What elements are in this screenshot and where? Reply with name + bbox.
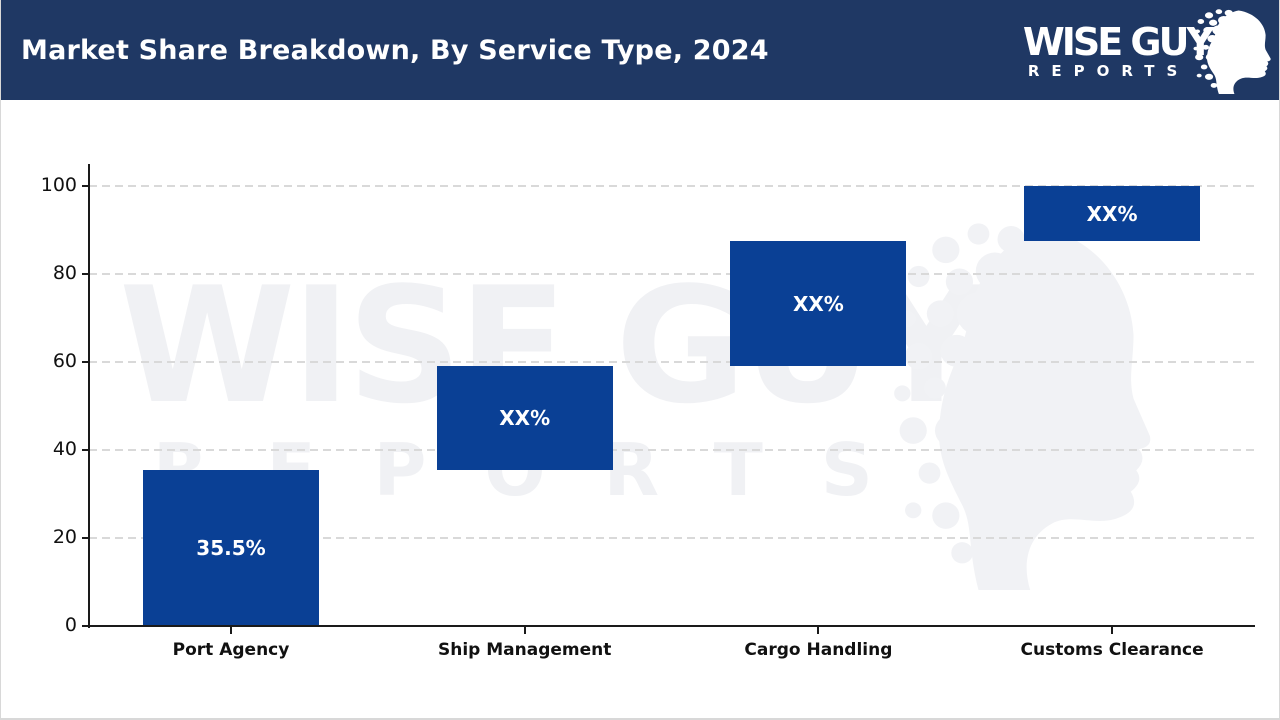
chart-area: WISE GUY REPORTS 0 20 40 60 80 100 35.5% Port A…: [1, 100, 1279, 718]
y-tick-mark: [82, 449, 89, 451]
wiseguy-logo: WISE GUY REPORTS: [1023, 6, 1273, 96]
y-tick-label: 40: [52, 438, 77, 460]
bar-value-label: XX%: [792, 291, 844, 316]
bar-ship-management: XX%: [436, 366, 613, 470]
gridline-y-60: [89, 361, 1255, 363]
y-tick-label: 20: [52, 526, 77, 548]
plot-layer: 0 20 40 60 80 100 35.5% Port Agency XX% Ship Mana…: [1, 100, 1279, 718]
header-banner: Market Share Breakdown, By Service Type,…: [1, 0, 1279, 100]
bar-value-label: XX%: [1086, 201, 1138, 226]
x-tick-mark: [1111, 627, 1114, 634]
x-tick-mark: [817, 627, 820, 634]
bar-value-label: 35.5%: [196, 535, 266, 560]
bar-value-label: XX%: [499, 406, 551, 431]
page-title: Market Share Breakdown, By Service Type,…: [21, 34, 769, 66]
y-tick-label: 60: [52, 350, 77, 372]
logo-subtext: REPORTS: [1027, 62, 1190, 80]
bar-customs-clearance: XX%: [1024, 186, 1201, 241]
x-category-label: Cargo Handling: [744, 640, 893, 660]
bar-port-agency: 35.5%: [143, 469, 319, 626]
y-tick-label: 100: [40, 174, 77, 196]
gridline-y-40: [89, 449, 1255, 451]
y-axis-line: [88, 164, 90, 628]
logo-wordmark: WISE GUY: [1022, 20, 1214, 64]
y-tick-mark: [82, 361, 89, 363]
x-tick-mark: [230, 627, 232, 634]
gridline-y-20: [89, 537, 1255, 539]
y-tick-label: 0: [64, 614, 77, 636]
x-category-label: Ship Management: [437, 640, 612, 660]
y-tick-mark: [82, 185, 89, 187]
y-tick-mark: [82, 625, 89, 627]
y-tick-mark: [82, 273, 89, 275]
x-tick-mark: [523, 627, 526, 634]
y-tick-mark: [82, 537, 89, 539]
x-category-label: Customs Clearance: [1020, 640, 1204, 660]
logo-text: WISE GUY REPORTS: [1022, 20, 1214, 80]
gridline-y-100: [89, 185, 1255, 187]
gridline-y-80: [89, 273, 1255, 275]
x-axis-line: [88, 625, 1255, 627]
wiseguy-head-icon: [1193, 9, 1271, 94]
bar-cargo-handling: XX%: [730, 241, 907, 367]
y-tick-label: 80: [52, 262, 77, 284]
x-category-label: Port Agency: [172, 640, 290, 660]
